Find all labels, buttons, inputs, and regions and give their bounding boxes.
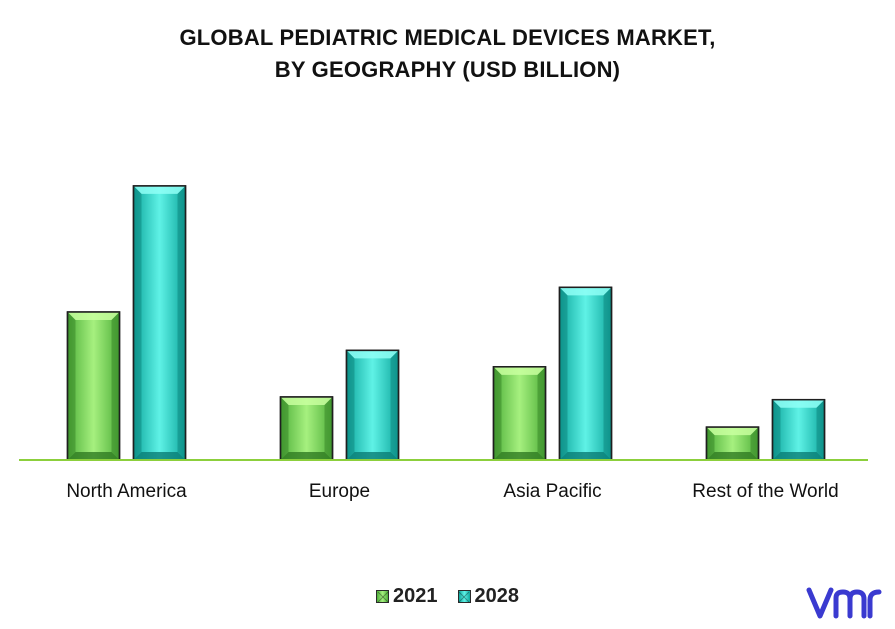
bars-group [66,185,826,461]
bar-2028-asia-pacific [558,286,613,461]
chart-title: GLOBAL PEDIATRIC MEDICAL DEVICES MARKET,… [0,22,895,86]
bar-2021-europe [279,396,334,461]
category-label-rest-of-the-world: Rest of the World [692,481,838,502]
legend-swatch-2021 [376,590,389,603]
category-label-asia-pacific: Asia Pacific [503,481,601,502]
chart-title-line-2: BY GEOGRAPHY (USD BILLION) [274,57,621,82]
legend-label-2021: 2021 [393,585,438,607]
legend-swatch-2028 [457,590,471,603]
category-labels: North America Europe Asia Pacific Rest of t… [66,481,838,502]
bar-2021-asia-pacific [492,366,547,461]
bar-2028-rest-of-the-world [771,398,826,461]
legend-item-2021: 2021 [376,585,438,608]
legend: 2021 2028 [0,585,895,608]
bar-2028-north-america [132,185,187,461]
category-label-north-america: North America [66,481,187,502]
bar-2028-europe [345,349,400,461]
vmr-logo-icon [806,587,882,619]
legend-label-2028: 2028 [474,585,520,607]
chart-title-line-1: GLOBAL PEDIATRIC MEDICAL DEVICES MARKET, [179,25,716,50]
category-label-europe: Europe [309,481,370,502]
bar-2021-rest-of-the-world [705,426,760,461]
bar-2021-north-america [66,311,121,461]
legend-item-2028: 2028 [457,585,520,608]
